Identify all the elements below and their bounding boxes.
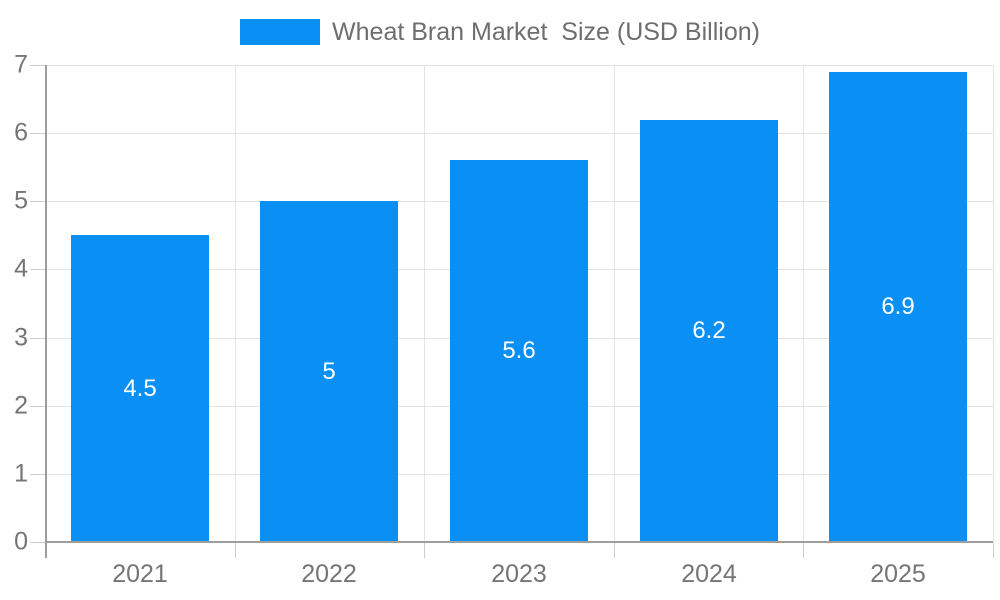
x-axis-category-label: 2022 [301, 560, 357, 588]
plot-area: 0 1 2 3 4 5 6 7 4.5 5 5.6 6.2 6.9 2021 2022 2023 2024 202… [14, 52, 994, 588]
vertical-gridline [993, 65, 994, 542]
y-axis-tick [30, 406, 45, 407]
y-axis-tick-label: 4 [14, 254, 28, 283]
y-axis-tick [30, 474, 45, 475]
x-axis-tick [803, 543, 804, 558]
bar-2023[interactable]: 5.6 [450, 160, 588, 542]
y-axis-tick-label: 0 [14, 527, 28, 556]
bar-value-label: 6.9 [881, 293, 915, 320]
x-axis-tick [235, 543, 236, 558]
vertical-gridline [803, 65, 804, 542]
y-axis-tick [30, 338, 45, 339]
chart-title: Wheat Bran Market Size (USD Billion) [332, 18, 760, 46]
x-axis-tick [614, 543, 615, 558]
bar-2022[interactable]: 5 [260, 201, 398, 542]
vertical-gridline [235, 65, 236, 542]
y-axis-tick-label: 7 [14, 50, 28, 79]
y-axis-tick [30, 65, 45, 66]
bar-value-label: 5.6 [502, 337, 536, 364]
bar-value-label: 6.2 [692, 317, 726, 344]
x-axis-category-label: 2025 [870, 560, 926, 588]
y-axis-tick-label: 6 [14, 118, 28, 147]
y-axis-tick [30, 133, 45, 134]
bar-2024[interactable]: 6.2 [640, 120, 778, 542]
legend-color-swatch [240, 19, 321, 45]
x-axis-tick [424, 543, 425, 558]
x-axis-line [45, 541, 993, 543]
y-axis-tick-label: 1 [14, 459, 28, 488]
horizontal-gridline [45, 133, 993, 134]
vertical-gridline [424, 65, 425, 542]
x-axis-category-label: 2023 [491, 560, 547, 588]
horizontal-gridline [45, 65, 993, 66]
bar-2025[interactable]: 6.9 [829, 72, 967, 542]
x-axis-category-label: 2021 [112, 560, 168, 588]
y-axis-tick [30, 201, 45, 202]
y-axis-tick [30, 269, 45, 270]
y-axis-line [45, 65, 47, 557]
vertical-gridline [614, 65, 615, 542]
bar-value-label: 5 [322, 357, 336, 385]
y-axis-tick-label: 5 [14, 186, 28, 215]
x-axis-category-label: 2024 [681, 560, 737, 588]
chart-legend: Wheat Bran Market Size (USD Billion) [0, 19, 1000, 45]
y-axis-tick-label: 2 [14, 391, 28, 420]
y-axis-tick-label: 3 [14, 323, 28, 352]
y-axis-tick [30, 542, 45, 543]
bar-2021[interactable]: 4.5 [71, 235, 209, 542]
x-axis-tick [993, 543, 994, 558]
bar-value-label: 4.5 [123, 374, 157, 402]
